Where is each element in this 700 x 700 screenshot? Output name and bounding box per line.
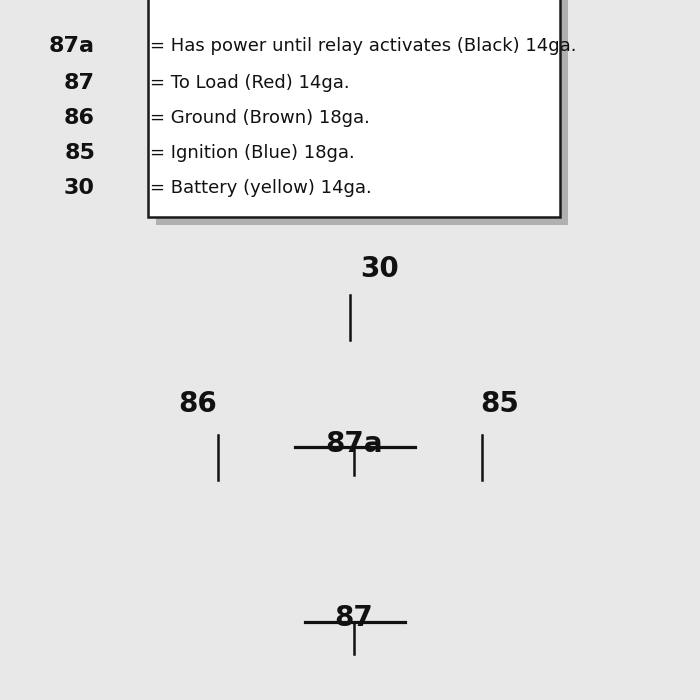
Text: = To Load (Red) 14ga.: = To Load (Red) 14ga. xyxy=(150,74,349,92)
Bar xyxy=(148,0,560,217)
Text: 87a: 87a xyxy=(49,36,95,56)
Text: 86: 86 xyxy=(178,390,218,418)
Bar xyxy=(156,0,568,225)
Text: 30: 30 xyxy=(64,178,95,198)
Text: 30: 30 xyxy=(360,255,399,283)
Text: 87: 87 xyxy=(335,604,373,632)
Text: = Battery (yellow) 14ga.: = Battery (yellow) 14ga. xyxy=(150,179,372,197)
Text: = Has power until relay activates (Black) 14ga.: = Has power until relay activates (Black… xyxy=(150,37,577,55)
Text: 87a: 87a xyxy=(326,430,383,458)
Text: 85: 85 xyxy=(481,390,519,418)
Text: = Ignition (Blue) 18ga.: = Ignition (Blue) 18ga. xyxy=(150,144,355,162)
Text: = Ground (Brown) 18ga.: = Ground (Brown) 18ga. xyxy=(150,109,370,127)
Text: 86: 86 xyxy=(64,108,95,128)
Text: 87: 87 xyxy=(64,73,95,93)
Text: 85: 85 xyxy=(64,143,95,163)
